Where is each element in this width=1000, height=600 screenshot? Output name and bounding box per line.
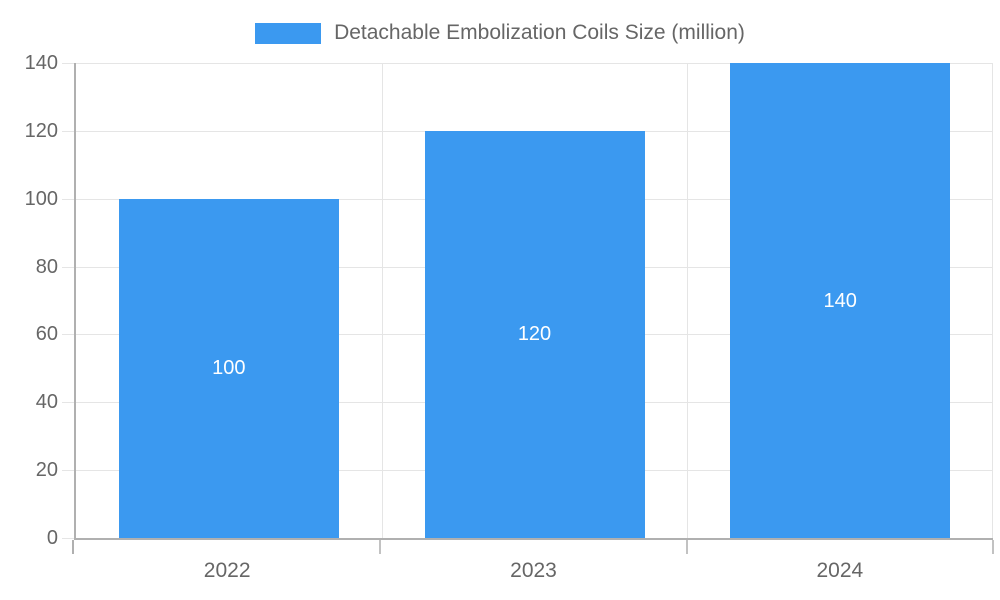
x-tick-label: 2024 xyxy=(816,559,864,582)
y-tick-label: 120 xyxy=(24,119,58,142)
gridline-vertical xyxy=(687,63,689,538)
legend-label: Detachable Embolization Coils Size (mill… xyxy=(334,21,745,44)
x-tick-label: 2023 xyxy=(510,559,557,582)
x-axis-tick xyxy=(992,540,994,554)
y-axis-tick xyxy=(62,198,74,200)
y-tick-label: 80 xyxy=(35,255,58,278)
bar-value-label: 120 xyxy=(517,323,552,346)
bar-2023[interactable]: 120 xyxy=(424,130,645,538)
y-tick-label: 100 xyxy=(24,187,58,210)
x-axis-tick xyxy=(379,540,382,554)
bar-value-label: 140 xyxy=(823,289,857,312)
bar-2022[interactable]: 100 xyxy=(118,198,339,538)
gridline-horizontal xyxy=(76,63,993,64)
x-axis-tick xyxy=(685,540,688,554)
gridline-vertical xyxy=(381,63,383,538)
y-axis-tick xyxy=(62,334,74,336)
y-tick-label: 60 xyxy=(35,323,58,346)
y-tick-label: 20 xyxy=(35,459,58,482)
bar-value-label: 100 xyxy=(212,357,246,380)
y-axis-tick xyxy=(62,266,74,268)
legend-swatch xyxy=(255,22,322,44)
plot-area: 100 120 140 xyxy=(74,63,993,540)
chart-legend[interactable]: Detachable Embolization Coils Size (mill… xyxy=(0,20,1000,46)
y-tick-label: 0 xyxy=(46,527,58,549)
y-tick-label: 140 xyxy=(24,52,58,74)
bar-2024[interactable]: 140 xyxy=(730,63,951,538)
x-axis-tick xyxy=(72,540,74,554)
y-axis-tick xyxy=(62,402,74,404)
x-tick-label: 2022 xyxy=(203,559,251,582)
plot-right-border xyxy=(992,63,993,538)
y-axis-tick xyxy=(62,470,74,472)
y-axis-tick xyxy=(62,63,74,64)
y-axis-tick xyxy=(62,538,74,539)
y-axis-tick xyxy=(62,130,74,132)
y-tick-label: 40 xyxy=(35,391,58,414)
